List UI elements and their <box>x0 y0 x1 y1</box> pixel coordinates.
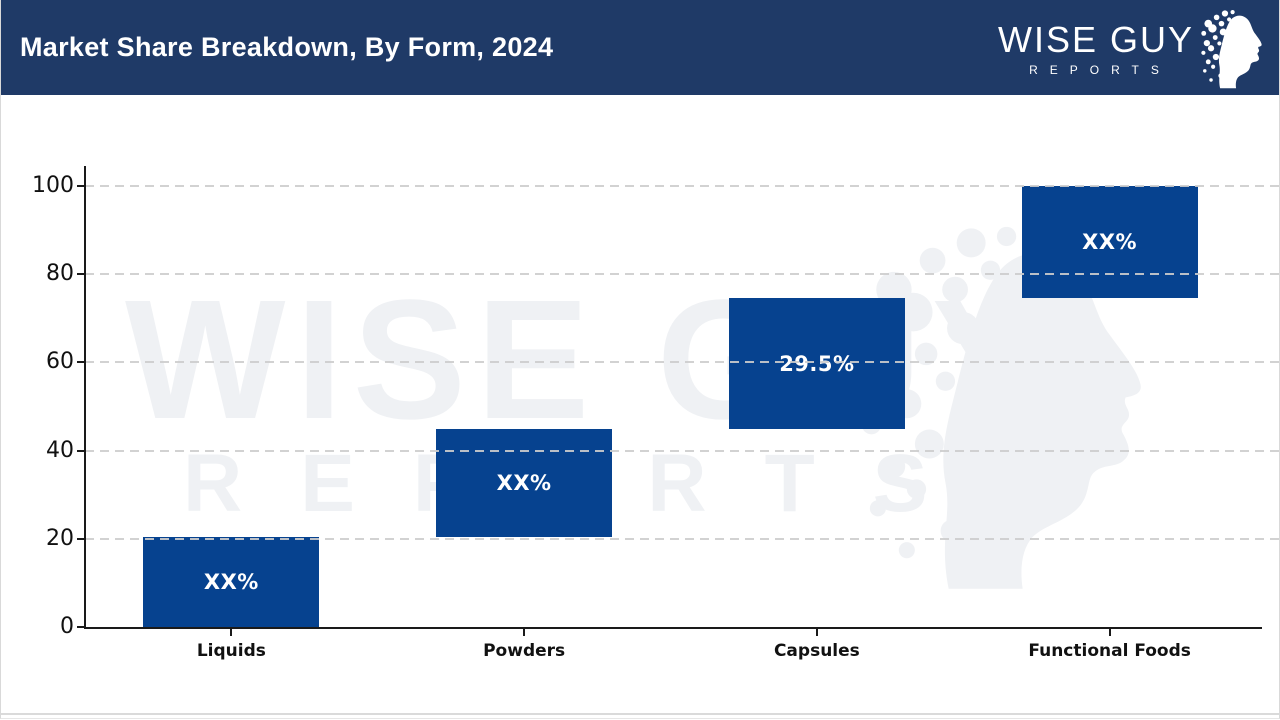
bar-value-label-functional-foods: XX% <box>1082 230 1138 255</box>
figure-bottom-border <box>0 713 1280 715</box>
y-tick-label-80: 80 <box>46 261 74 287</box>
header-bar: Market Share Breakdown, By Form, 2024 WI… <box>0 0 1280 95</box>
brand-logo: WISE GUY REPORTS <box>998 7 1270 91</box>
bar-functional-foods: XX% <box>1021 186 1198 299</box>
y-tick-100 <box>77 185 85 187</box>
brand-subtitle: REPORTS <box>1029 62 1171 77</box>
bar-liquids: XX% <box>143 536 320 627</box>
y-tick-label-40: 40 <box>46 437 74 463</box>
bar-capsules: 29.5% <box>728 298 905 429</box>
bar-powders: XX% <box>436 428 613 537</box>
gridline-60 <box>85 361 1280 364</box>
y-tick-60 <box>77 361 85 364</box>
x-tick-label-capsules: Capsules <box>773 641 860 661</box>
gridline-40 <box>85 449 1280 452</box>
gridline-80 <box>85 273 1280 276</box>
brand-name: WISE GUY <box>997 18 1194 60</box>
x-tick-liquids <box>230 629 233 636</box>
y-tick-label-0: 0 <box>60 614 74 639</box>
gridline-100 <box>85 185 1280 187</box>
x-tick-label-functional-foods: Functional Foods <box>1028 641 1191 661</box>
bar-value-label-capsules: 29.5% <box>779 351 855 376</box>
y-tick-80 <box>77 273 85 276</box>
brand-logo-text: WISE GUY REPORTS <box>997 18 1194 77</box>
bar-value-label-liquids: XX% <box>203 569 259 594</box>
x-tick-powders <box>523 629 526 636</box>
y-axis-line <box>84 166 86 629</box>
brand-head-icon <box>1201 10 1262 89</box>
y-tick-label-100: 100 <box>32 173 74 198</box>
page-title: Market Share Breakdown, By Form, 2024 <box>20 32 554 62</box>
y-tick-20 <box>77 537 85 540</box>
x-tick-label-powders: Powders <box>483 641 566 661</box>
x-tick-label-liquids: Liquids <box>196 641 266 661</box>
x-tick-capsules <box>815 629 818 636</box>
gridline-20 <box>85 537 1280 540</box>
y-tick-label-60: 60 <box>46 349 74 375</box>
bar-value-label-powders: XX% <box>496 470 552 495</box>
chart-plot-area: 0 20 40 60 80 100 XX% Liquids XX% Powders 29.5% Cap… <box>0 95 1280 720</box>
y-tick-label-20: 20 <box>46 525 74 551</box>
x-axis-line <box>84 627 1262 629</box>
x-tick-functional-foods <box>1108 629 1111 636</box>
y-tick-40 <box>77 449 85 452</box>
y-tick-0 <box>77 626 85 628</box>
